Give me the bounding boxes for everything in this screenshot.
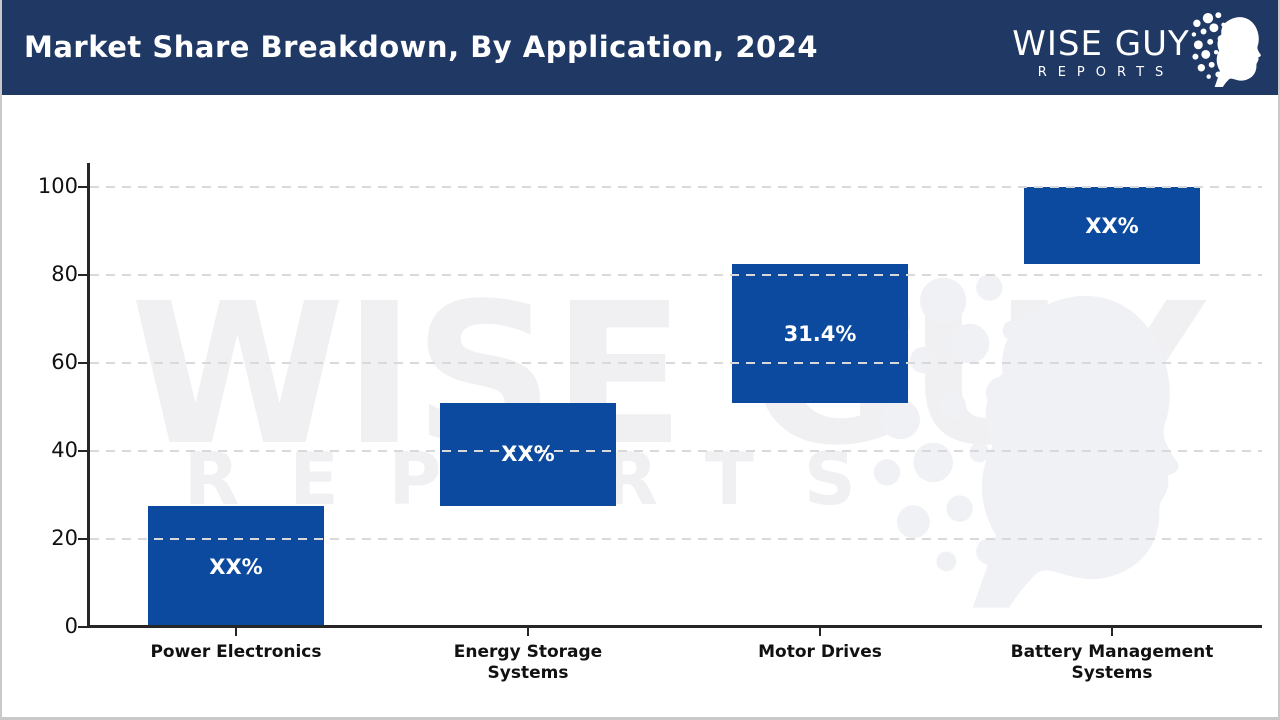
header-banner: Market Share Breakdown, By Application, … xyxy=(2,0,1278,95)
chart-area: WISE GUY REPORTS 020406080100XX%XX%31.4%… xyxy=(2,95,1278,717)
gridline-y-100 xyxy=(90,186,1262,188)
x-tick-mark-2 xyxy=(819,628,821,636)
bar-value-label-motor-drives: 31.4% xyxy=(783,321,857,346)
y-tick-label-60: 60 xyxy=(51,350,78,374)
y-tick-mark-80 xyxy=(78,274,87,276)
bar-value-label-power-electronics: XX% xyxy=(209,554,263,579)
y-tick-label-100: 100 xyxy=(37,174,78,198)
x-category-label-2: Motor Drives xyxy=(758,642,882,662)
y-tick-label-40: 40 xyxy=(51,438,78,462)
y-tick-label-20: 20 xyxy=(51,526,78,550)
y-tick-mark-60 xyxy=(78,362,87,364)
x-axis-line xyxy=(87,625,1262,628)
gridline-y-40 xyxy=(90,450,1262,452)
logo-face-icon xyxy=(1188,10,1262,87)
bar-value-label-battery-management-systems: XX% xyxy=(1085,213,1139,238)
bar-energy-storage-systems xyxy=(440,402,616,506)
bar-motor-drives xyxy=(732,264,908,403)
gridline-y-60 xyxy=(90,362,1262,364)
y-tick-mark-100 xyxy=(78,186,87,188)
y-tick-mark-0 xyxy=(78,626,87,628)
y-tick-mark-20 xyxy=(78,538,87,540)
bar-power-electronics xyxy=(148,506,324,627)
logo-wordmark: WISE GUY xyxy=(1012,24,1190,64)
logo-subtitle: REPORTS xyxy=(1037,65,1175,80)
gridline-y-20 xyxy=(90,538,1262,540)
x-category-label-0: Power Electronics xyxy=(150,642,322,662)
x-tick-mark-0 xyxy=(235,628,237,636)
x-tick-mark-3 xyxy=(1111,628,1113,636)
x-category-label-3: Battery Management Systems xyxy=(1010,642,1214,684)
bar-battery-management-systems xyxy=(1024,187,1200,265)
x-tick-mark-1 xyxy=(527,628,529,636)
wise-guy-logo: WISE GUY REPORTS xyxy=(1012,8,1262,90)
y-tick-label-0: 0 xyxy=(64,614,78,638)
x-category-label-1: Energy Storage Systems xyxy=(453,642,603,684)
gridline-y-80 xyxy=(90,274,1262,276)
bar-value-label-energy-storage-systems: XX% xyxy=(501,442,555,467)
y-axis-line xyxy=(87,163,90,628)
y-tick-mark-40 xyxy=(78,450,87,452)
logo-text: WISE GUY REPORTS xyxy=(1012,24,1190,80)
y-tick-label-80: 80 xyxy=(51,262,78,286)
chart-title: Market Share Breakdown, By Application, … xyxy=(24,30,819,64)
